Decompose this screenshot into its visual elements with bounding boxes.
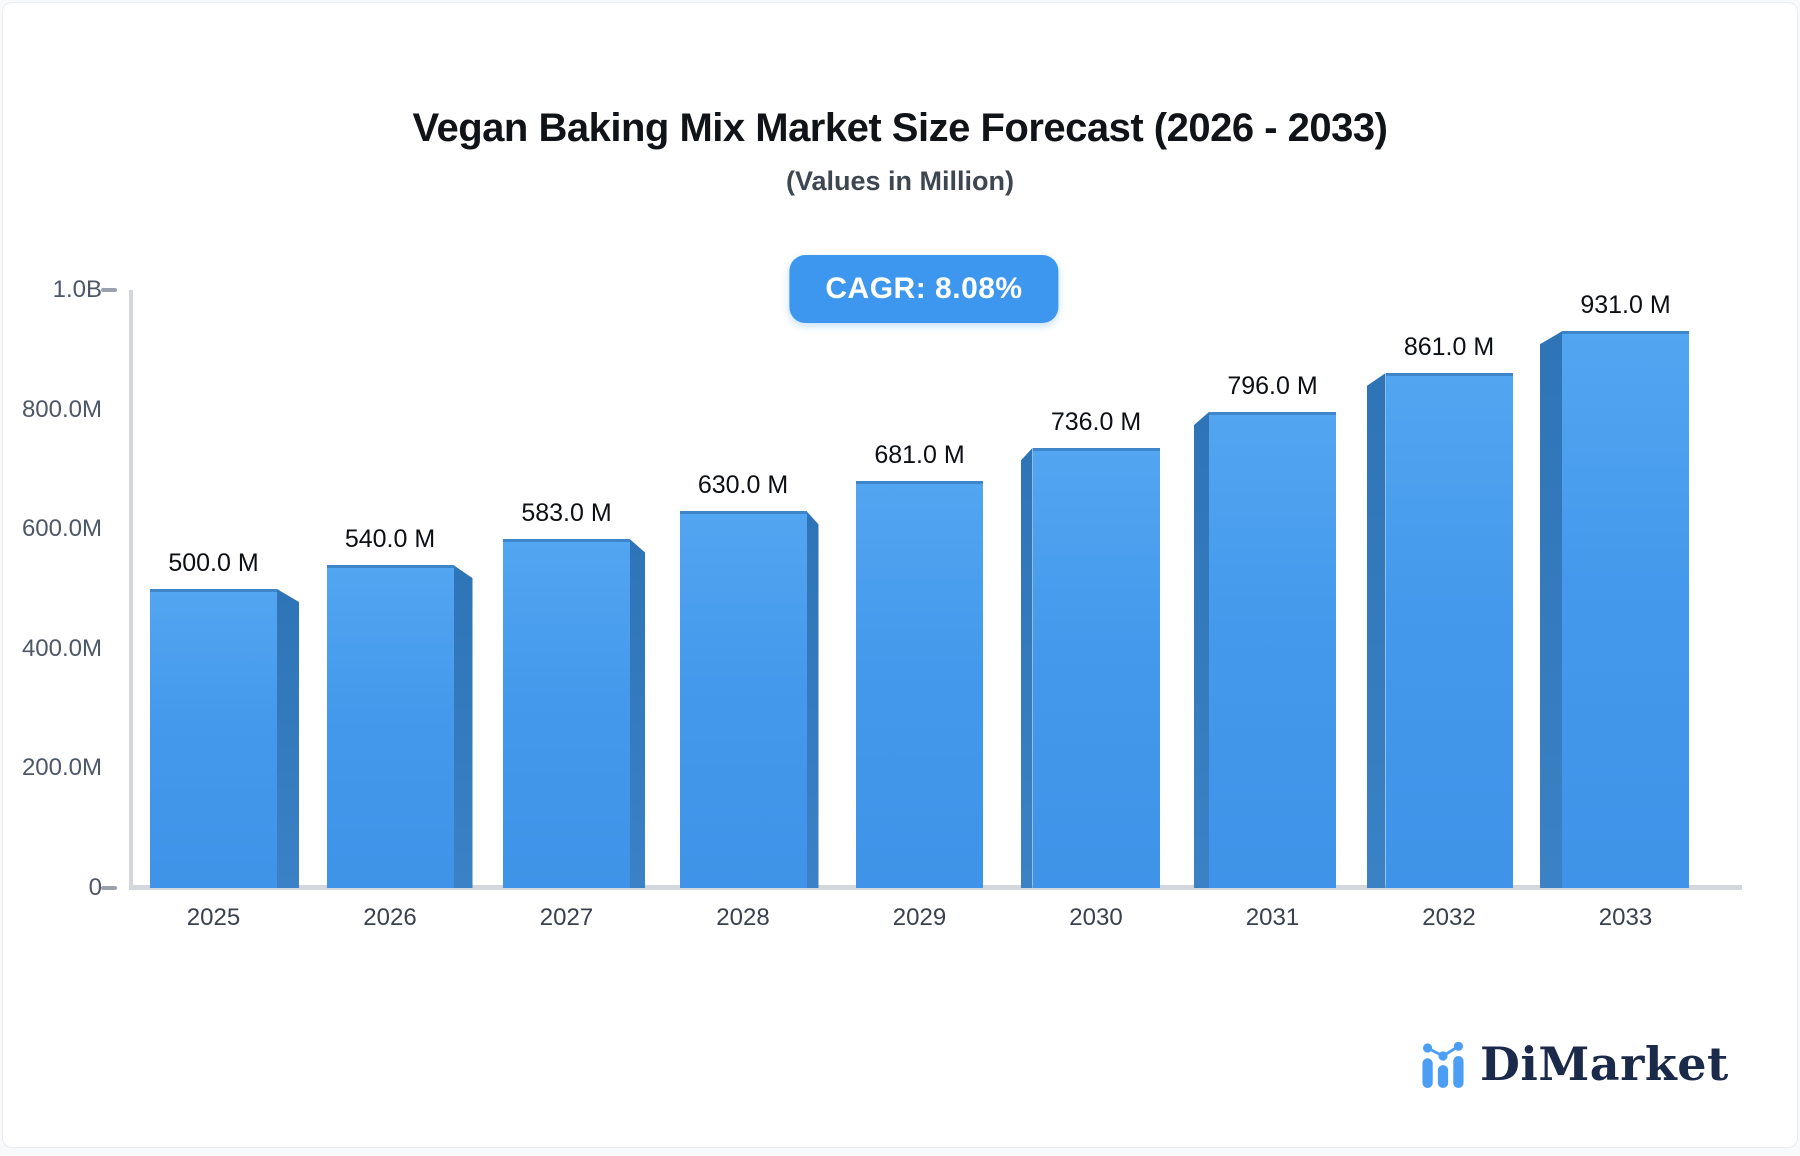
x-axis-tick-label: 2029 xyxy=(892,904,947,931)
x-axis-tick-label: 2025 xyxy=(186,904,241,931)
mini-bar-chart-icon xyxy=(1422,1041,1464,1088)
bar-2029 xyxy=(856,480,983,888)
y-axis-tick-label: 600.0M xyxy=(21,515,102,543)
x-axis-tick-label: 2032 xyxy=(1422,904,1476,931)
x-axis-tick-label: 2026 xyxy=(363,904,417,931)
chart-title: Vegan Baking Mix Market Size Forecast (2… xyxy=(412,106,1388,150)
y-axis-tick-label: 0 xyxy=(88,874,102,901)
bar-side-face xyxy=(453,565,473,888)
brand-logo: DiMarket xyxy=(1420,1038,1729,1090)
bar-side-face xyxy=(1540,331,1562,888)
bar-2028 xyxy=(679,511,807,888)
y-axis-tick-mark xyxy=(101,886,117,890)
bar-side-face xyxy=(806,511,819,888)
y-axis-tick-label: 200.0M xyxy=(21,754,102,782)
chart-subtitle: (Values in Million) xyxy=(785,166,1015,196)
bar-side-face xyxy=(1194,411,1209,888)
cagr-badge-label: CAGR: 8.08% xyxy=(825,272,1023,305)
cagr-badge: CAGR: 8.08% xyxy=(789,255,1059,323)
y-axis-line xyxy=(129,290,133,889)
bar-2033 xyxy=(1562,331,1689,888)
y-axis-tick-label: 400.0M xyxy=(21,634,102,662)
bar-value-label: 796.0 M xyxy=(1227,371,1318,400)
bar-side-face xyxy=(630,539,645,888)
x-axis-tick-label: 2033 xyxy=(1598,904,1653,931)
bar-2026 xyxy=(326,565,454,888)
bar-2027 xyxy=(503,539,630,888)
brand-logo-text: DiMarket xyxy=(1480,1037,1729,1091)
bar-value-label: 861.0 M xyxy=(1403,333,1495,362)
bar-value-label: 583.0 M xyxy=(521,499,612,528)
bar-value-label: 931.0 M xyxy=(1580,291,1671,320)
bar-side-face xyxy=(277,589,299,888)
x-axis-tick-label: 2028 xyxy=(716,904,770,931)
bar-value-label: 500.0 M xyxy=(168,549,259,577)
bar-value-label: 630.0 M xyxy=(697,471,789,500)
bar-2032 xyxy=(1385,373,1513,888)
x-axis-tick-label: 2027 xyxy=(539,904,594,931)
bar-side-face xyxy=(1366,373,1386,888)
y-axis-tick-mark xyxy=(101,288,117,292)
y-axis-tick-label: 800.0M xyxy=(21,395,102,423)
bar-2030 xyxy=(1032,447,1160,888)
x-axis-tick-label: 2030 xyxy=(1069,904,1123,931)
bar-2031 xyxy=(1209,411,1336,888)
bar-2025 xyxy=(150,589,277,888)
bar-side-face xyxy=(1020,447,1033,888)
bar-value-label: 540.0 M xyxy=(344,525,436,554)
bar-value-label: 681.0 M xyxy=(874,440,965,469)
y-axis-tick-label: 1.0B xyxy=(52,276,102,303)
x-axis-tick-label: 2031 xyxy=(1245,904,1300,931)
bar-value-label: 736.0 M xyxy=(1050,407,1142,436)
